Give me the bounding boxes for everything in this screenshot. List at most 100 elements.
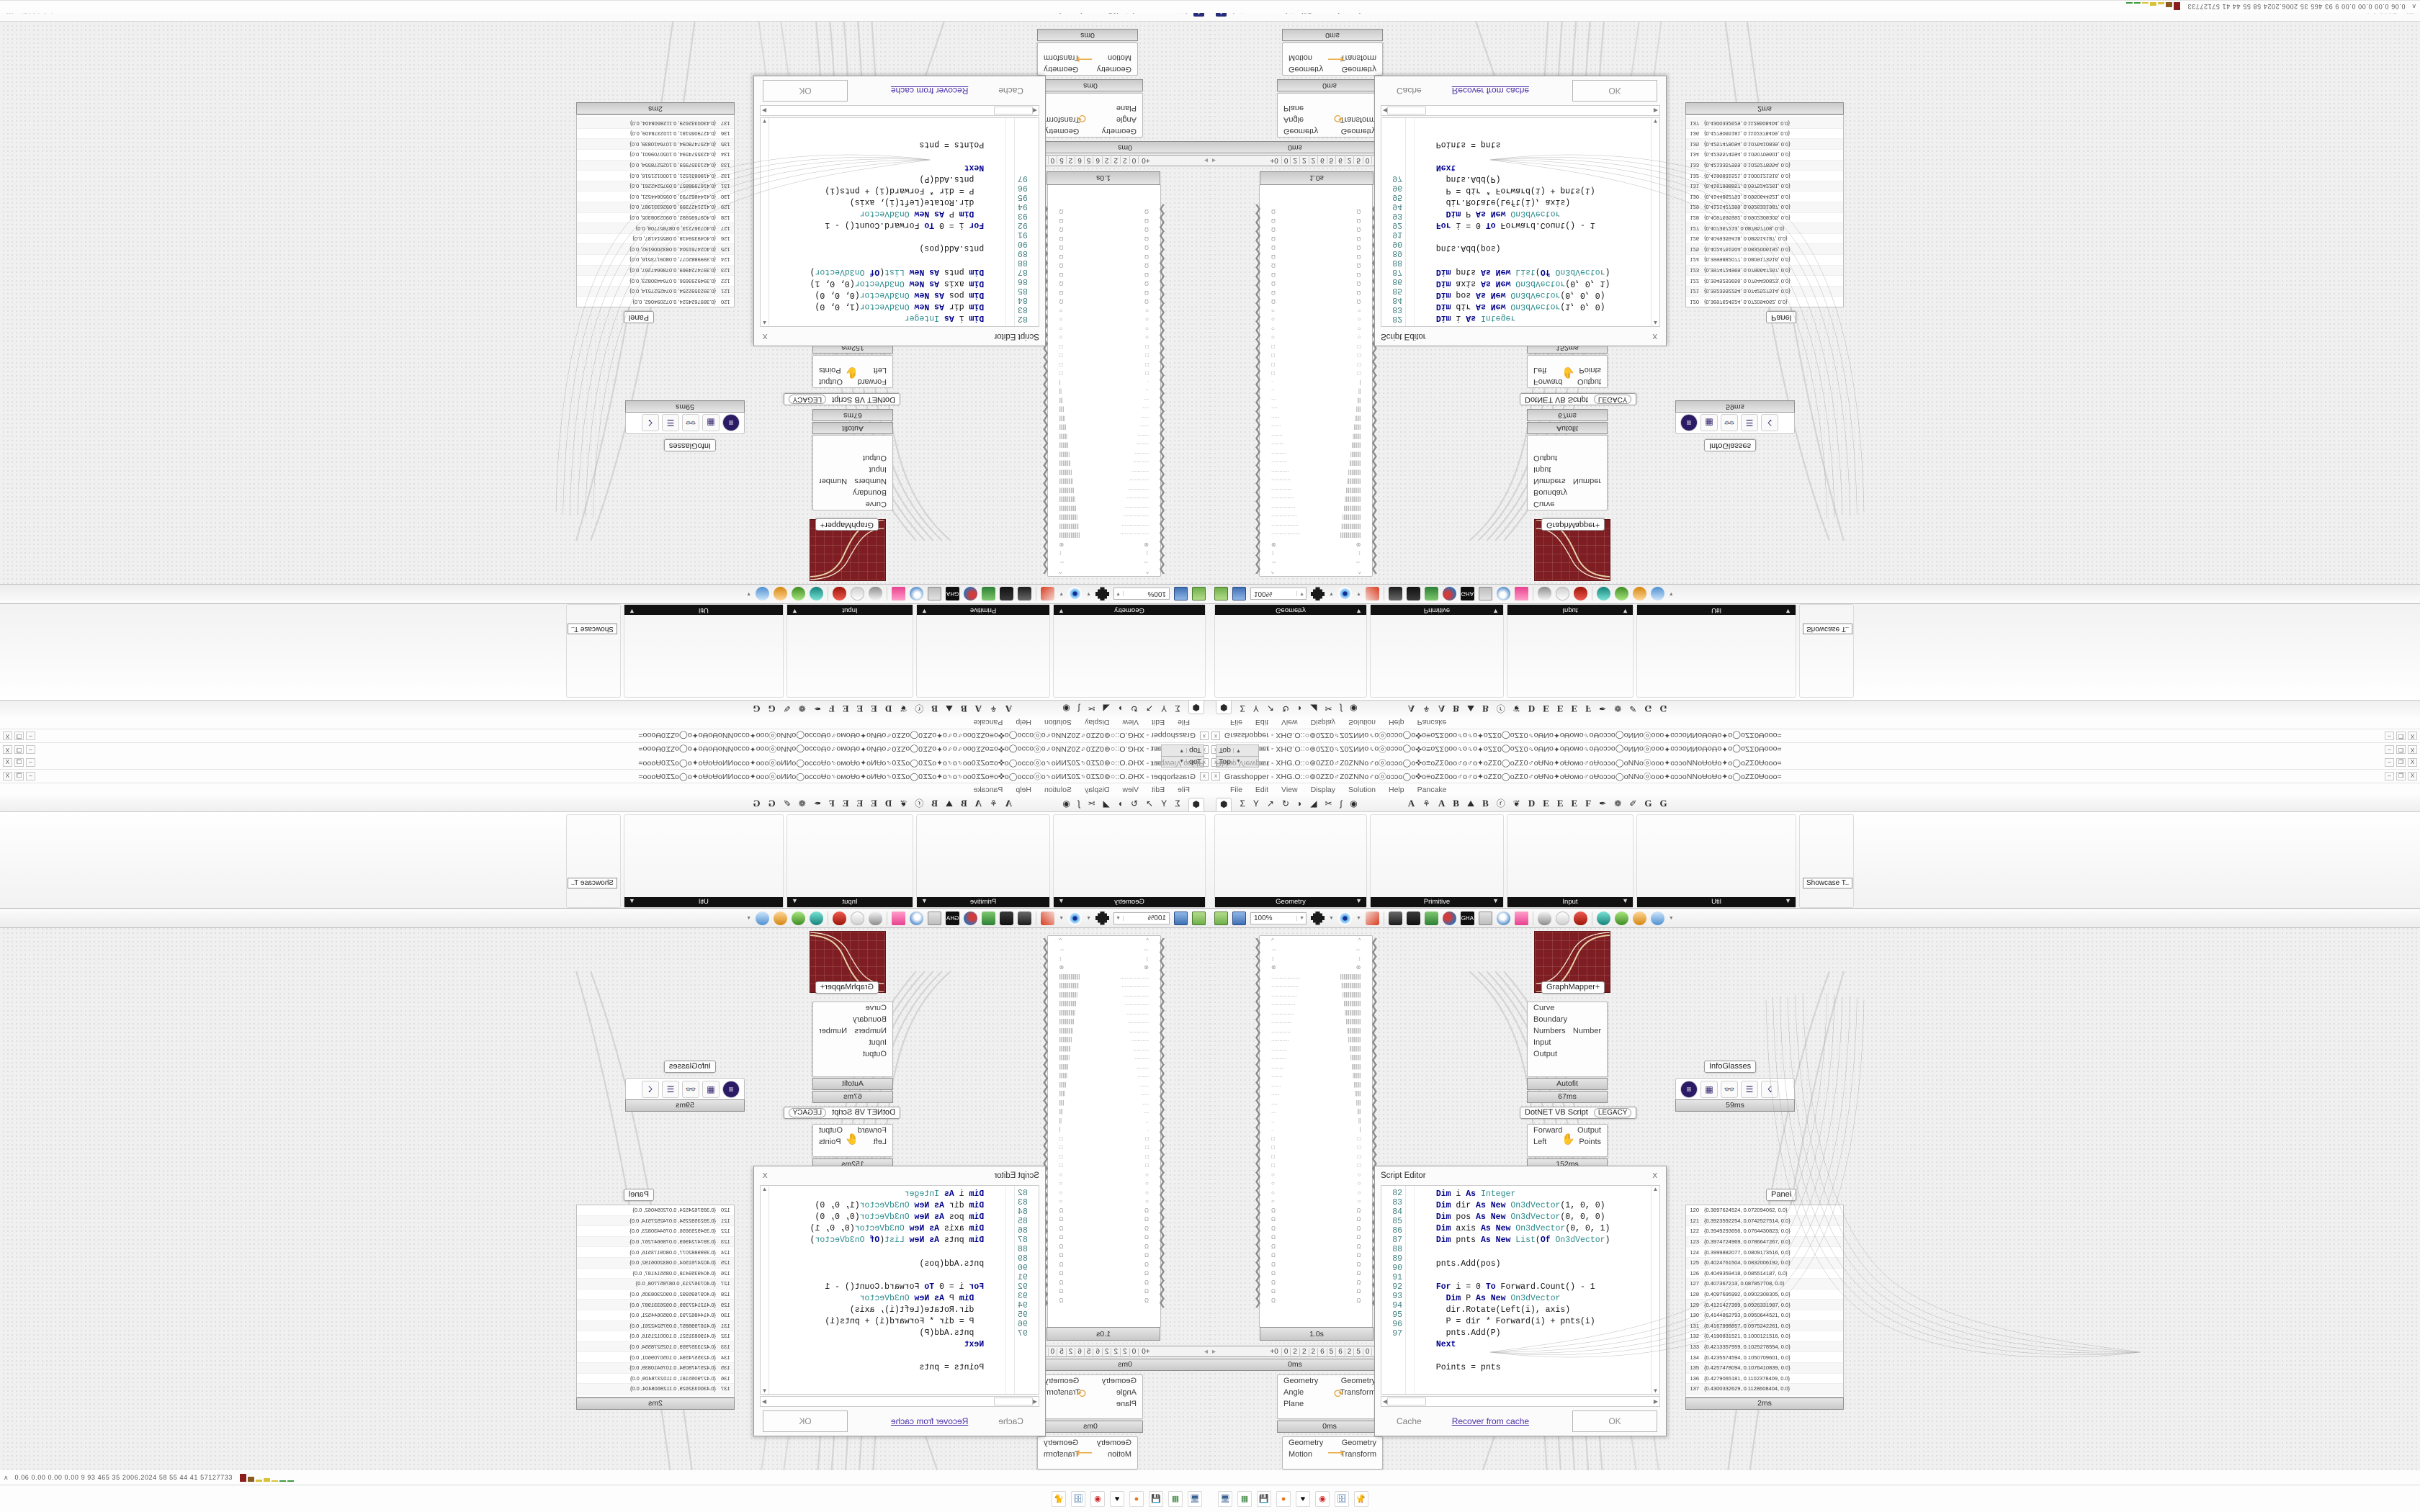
bake-icon[interactable]: [1041, 587, 1055, 601]
code-line[interactable]: P = dir * Forward(i) + pnts(i): [1426, 1317, 1595, 1327]
export-icon[interactable]: [982, 911, 996, 925]
panel-row[interactable]: 125 {0.4024761504, 0.0832006192, 0.0}: [1686, 243, 1843, 255]
param-row[interactable]: ........ ||||||||: [1048, 1062, 1160, 1071]
panel-row[interactable]: 122 {0.3949293656, 0.0764430823, 0.0}: [577, 1226, 734, 1237]
param-row[interactable]: ......... |||||||||: [1048, 450, 1160, 459]
port-nub[interactable]: ❯: [1254, 555, 1262, 567]
menu-item-help[interactable]: Help: [1388, 718, 1404, 727]
panel-row[interactable]: 125 {0.4024761504, 0.0832006192, 0.0}: [1686, 1257, 1843, 1269]
vb-script-caption[interactable]: DotNET VB Script LEGACY: [1520, 1107, 1637, 1119]
script-editor-titlebar[interactable]: Script Editor X: [1375, 327, 1666, 346]
vertical-scrollbar[interactable]: ▲ ▼: [761, 1186, 769, 1394]
code-line[interactable]: pnts.Add(P): [919, 1328, 994, 1338]
panel-row[interactable]: 130 {0.4144862793, 0.0950644521, 0.0}: [577, 1310, 734, 1321]
tab-display-icon[interactable]: ◉: [1062, 798, 1070, 809]
param-row[interactable]: .......... ||||||||||: [1048, 1044, 1160, 1053]
preview-shaded-icon[interactable]: [1406, 911, 1420, 925]
tab-mount-icon[interactable]: ⛰: [945, 703, 954, 714]
panel-row[interactable]: 134 {0.4235574594, 0.1050709601, 0.0}: [577, 149, 734, 160]
param-ports-left[interactable]: ❯ ❯ ❯ ❯ ❯ ❯ ❯ ❯ ❯ ❯ ❯ ❯ ❯ ❯ ❯ ❯ ❯ ❯ ❯ ❯ ❯ ❯ ❯ ❯ ❯ ❯ ❯ ❯ ❯ ❯ ❯ ❯ ❯ ❯ ❯ ❯ ❯ ❯ ❯ ❯…: [1158, 936, 1166, 1327]
param-row[interactable]: ○ ○: [1260, 306, 1372, 315]
param-row[interactable]: □ □: [1048, 1143, 1160, 1153]
horizontal-scrollbar[interactable]: ◀ ▶: [760, 105, 1039, 116]
tab-g1-icon[interactable]: G: [768, 703, 776, 714]
code-line[interactable]: P = dir * Forward(i) + pnts(i): [825, 185, 994, 195]
scroll-down-icon[interactable]: ▼: [1652, 118, 1659, 125]
chevron-down-icon[interactable]: ▼: [1296, 591, 1304, 596]
chevron-down-icon[interactable]: ▼: [792, 608, 798, 615]
tab-vector-icon[interactable]: ↗: [1266, 703, 1274, 714]
preview-mesh-icon[interactable]: [1018, 587, 1032, 601]
zoom-extents-icon[interactable]: [1311, 911, 1325, 925]
port-nub[interactable]: ❯: [1254, 1035, 1262, 1047]
tab-d-icon[interactable]: D: [884, 798, 892, 809]
menu-item-solution[interactable]: Solution: [1044, 785, 1072, 794]
tab-g1-icon[interactable]: G: [768, 798, 776, 809]
slider-digit[interactable]: 6: [1075, 156, 1085, 165]
port-nub[interactable]: ❮: [1371, 447, 1379, 459]
tab-b2-icon[interactable]: B: [1482, 703, 1489, 714]
maximize-button[interactable]: ❐: [14, 732, 24, 740]
tab-b1-icon[interactable]: B: [961, 703, 967, 714]
scrollbar-thumb[interactable]: [993, 107, 1033, 114]
close-icon[interactable]: X: [763, 332, 768, 341]
tab-params-icon[interactable]: ⬢: [1188, 797, 1204, 811]
script-editor-dialog[interactable]: Script Editor X 82 83 84 85 86 87 88 89 90 91 92 93…: [1374, 1166, 1667, 1436]
tab-g2-icon[interactable]: G: [753, 703, 761, 714]
port-nub[interactable]: ❯: [1158, 213, 1166, 225]
tab-e3-icon[interactable]: E: [1571, 798, 1578, 809]
os-taskbar[interactable]: 🐈 🗄 ◉ ♥ ● 💾 ▦ 🖥 🐈 🗄 ◉ ♥ ● 💾 ▦ 🖥: [0, 1485, 2420, 1512]
slider-digit[interactable]: 2: [1121, 1347, 1130, 1356]
port-nub[interactable]: ❮: [1041, 429, 1049, 441]
tab-e1-icon[interactable]: E: [871, 798, 877, 809]
param-row[interactable]: .......... ||||||||||: [1260, 1044, 1372, 1053]
code-line[interactable]: Dim i As Integer: [1435, 1189, 1516, 1199]
port-nub[interactable]: ❯: [1254, 213, 1262, 225]
maximize-button[interactable]: ❐: [14, 772, 24, 780]
port-nub[interactable]: ❯: [1158, 483, 1166, 495]
ribbon-panel-geometry[interactable]: Geometry ▼: [1053, 604, 1206, 698]
layout-icon[interactable]: [928, 911, 942, 925]
blob-green-icon[interactable]: [1614, 911, 1628, 925]
tab-d-icon[interactable]: D: [884, 703, 892, 714]
ribbon-panel-util[interactable]: Util ▼: [624, 604, 784, 698]
menu-item-edit[interactable]: Edit: [1255, 785, 1269, 794]
port-nub[interactable]: ❯: [1254, 1135, 1262, 1146]
port-nub[interactable]: ❯: [1254, 981, 1262, 993]
infoglasses-component[interactable]: ≡ ▦ 👓 ☰ ☇: [625, 411, 745, 434]
infoglasses-component[interactable]: ≡ ▦ 👓 ☰ ☇: [1675, 1078, 1795, 1101]
param-row[interactable]: .... ||||: [1048, 405, 1160, 415]
scroll-right-icon[interactable]: ▶: [762, 107, 767, 114]
tab-feather-icon[interactable]: ✒: [813, 798, 821, 809]
port-nub[interactable]: ❮: [1041, 384, 1049, 395]
display-icon[interactable]: 🖥: [1218, 1490, 1232, 1507]
horizontal-scrollbar[interactable]: ◀ ▶: [1381, 105, 1660, 116]
param-row[interactable]: ............. |||||||||||||: [1260, 1017, 1372, 1027]
tab-flower-icon[interactable]: ❁: [798, 703, 806, 714]
tab-surface-icon[interactable]: ◗: [1117, 703, 1123, 714]
panel-row[interactable]: 135 {0.4257478094, 0.1076410839, 0.0}: [1686, 138, 1843, 150]
port-nub[interactable]: ❮: [1041, 501, 1049, 513]
horizontal-scrollbar[interactable]: ◀ ▶: [760, 1396, 1039, 1407]
port-nub[interactable]: ❯: [1158, 267, 1166, 279]
panel-row[interactable]: 120 {0.3897624524, 0.072094062, 0.0}: [577, 1205, 734, 1216]
port-nub[interactable]: ❯: [1254, 991, 1262, 1002]
port-nub[interactable]: ❮: [1041, 402, 1049, 413]
port-nub[interactable]: ❮: [1371, 528, 1379, 539]
menu-item-view[interactable]: View: [1122, 785, 1139, 794]
port-row-curve[interactable]: Curve: [813, 1002, 892, 1014]
param-row[interactable]: ... |||: [1048, 396, 1160, 405]
port-row-geometry[interactable]: Geometry Geometry: [1039, 1375, 1142, 1387]
chevron-down-icon[interactable]: ▼: [1622, 897, 1628, 904]
tab-flower-icon[interactable]: ❁: [1614, 703, 1622, 714]
ribbon-panel-geometry[interactable]: Geometry ▼: [1053, 814, 1206, 908]
ribbon-panel-label[interactable]: Input ▼: [787, 605, 913, 615]
maximize-button[interactable]: ❐: [2396, 732, 2406, 740]
panel-row[interactable]: 125 {0.4024761504, 0.0832006192, 0.0}: [577, 243, 734, 255]
panel-row[interactable]: 134 {0.4235574594, 0.1050709601, 0.0}: [1686, 149, 1843, 160]
